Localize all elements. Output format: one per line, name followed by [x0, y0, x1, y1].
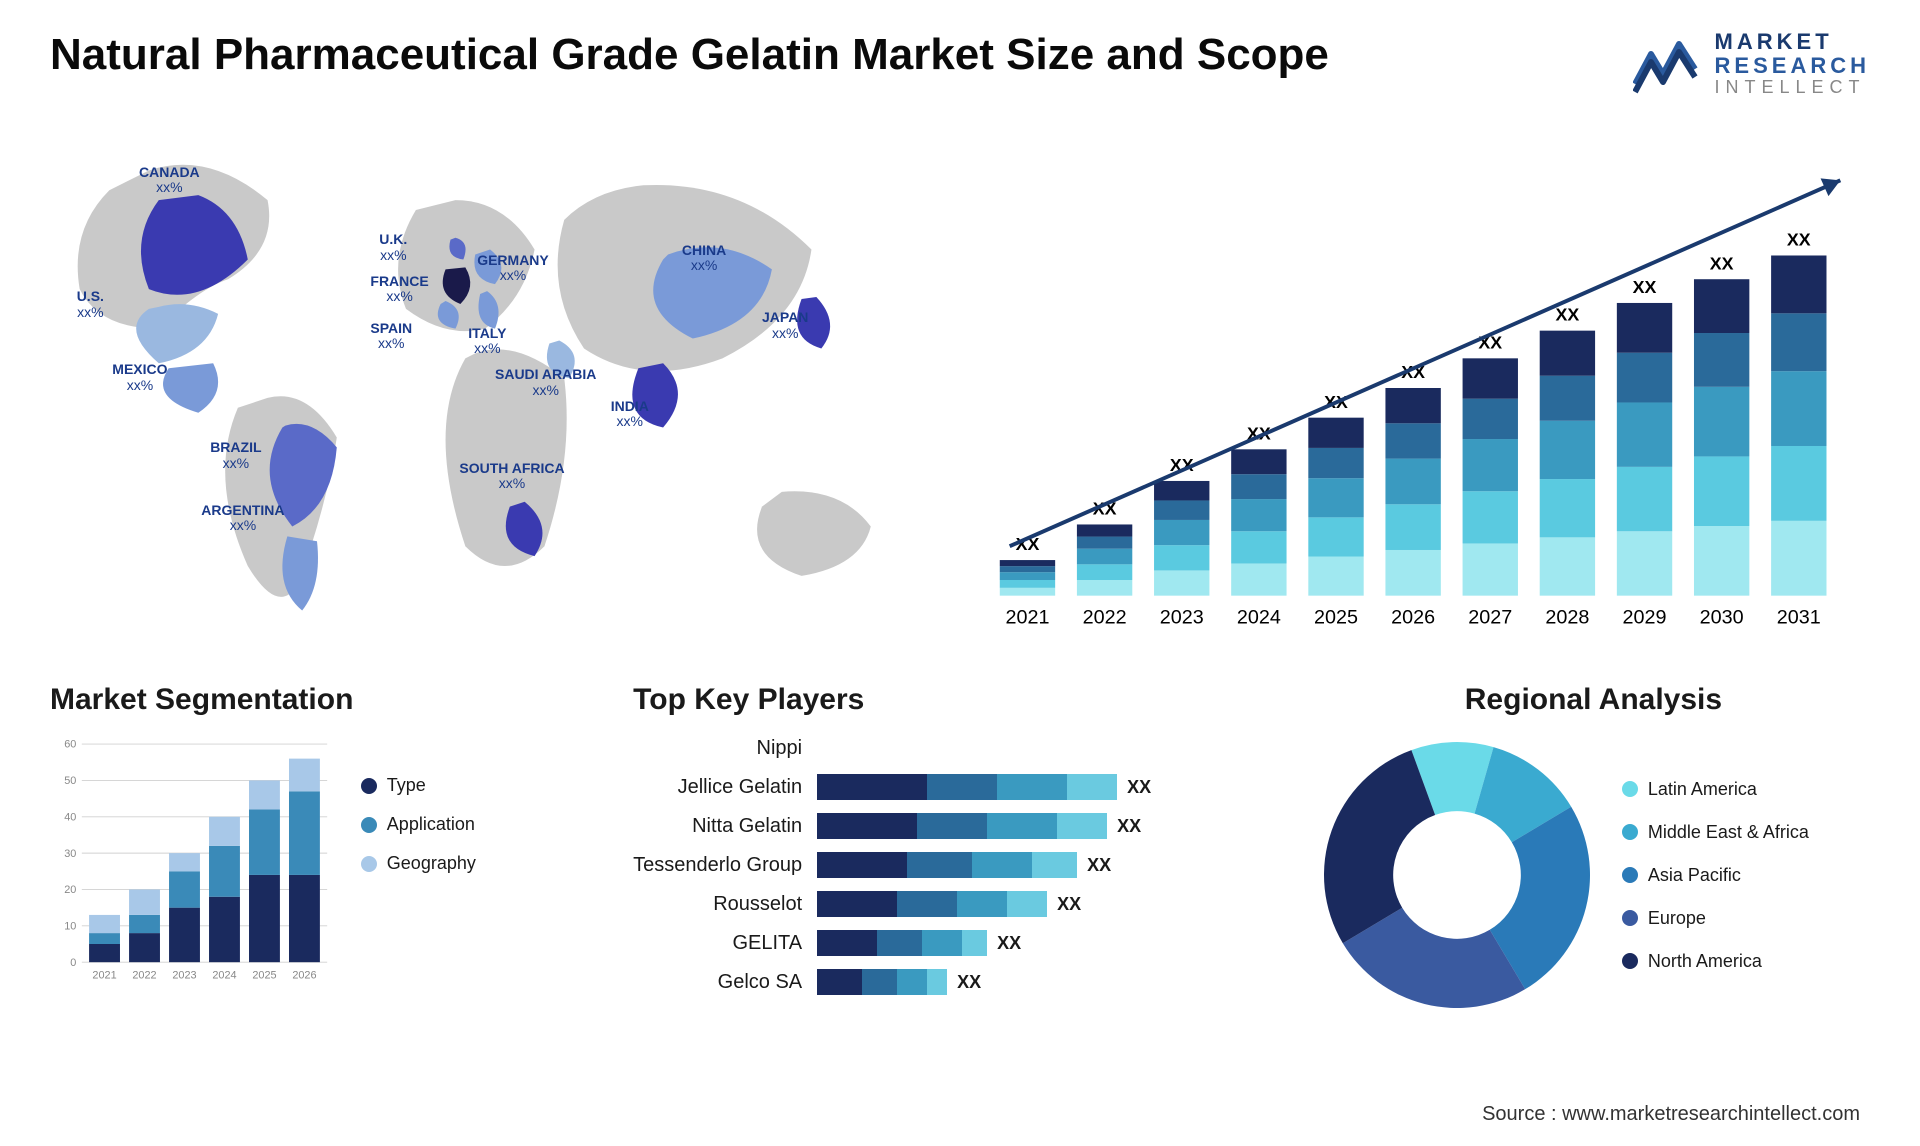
svg-text:2021: 2021 [92, 970, 116, 982]
page-title: Natural Pharmaceutical Grade Gelatin Mar… [50, 30, 1329, 80]
svg-text:2022: 2022 [132, 970, 156, 982]
map-label: BRAZILxx% [210, 440, 261, 471]
svg-text:2023: 2023 [172, 970, 196, 982]
bottom-row: Market Segmentation 0 10 20 30 40 50 60 2021 202… [50, 683, 1870, 1063]
legend-item: Geography [361, 853, 603, 874]
regional-legend: Latin America Middle East & Africa Asia Pa… [1622, 779, 1809, 972]
map-label: SAUDI ARABIAxx% [495, 367, 596, 398]
legend-item: North America [1622, 951, 1809, 972]
player-name: Tessenderlo Group [633, 852, 802, 878]
map-label: ITALYxx% [468, 326, 506, 357]
legend-item: Latin America [1622, 779, 1809, 800]
map-label: FRANCExx% [370, 274, 428, 305]
segmentation-panel: Market Segmentation 0 10 20 30 40 50 60 2021 202… [50, 683, 603, 1063]
player-bar-row: XX [817, 852, 1287, 878]
svg-text:0: 0 [70, 957, 76, 969]
map-label: CANADAxx% [139, 165, 200, 196]
top-row: CANADAxx% U.S.xx% MEXICOxx% BRAZILxx% ARGENT… [50, 128, 1870, 648]
players-title: Top Key Players [633, 683, 1287, 717]
legend-item: Europe [1622, 908, 1809, 929]
player-name: Nippi [633, 735, 802, 761]
map-label: ARGENTINAxx% [201, 503, 284, 534]
regional-donut [1317, 735, 1597, 1015]
svg-text:XX: XX [1787, 230, 1811, 250]
player-bar-row: XX [817, 930, 1287, 956]
svg-text:2025: 2025 [1314, 607, 1358, 629]
player-name: Jellice Gelatin [633, 774, 802, 800]
svg-text:2029: 2029 [1623, 607, 1667, 629]
players-panel: Top Key Players Nippi Jellice Gelatin Nitt… [633, 683, 1287, 1063]
segmentation-legend: Type Application Geography [361, 735, 603, 989]
map-label: GERMANYxx% [477, 253, 549, 284]
player-name: Rousselot [633, 891, 802, 917]
legend-item: Application [361, 814, 603, 835]
player-bar-row: XX [817, 774, 1287, 800]
map-label: SPAINxx% [370, 321, 412, 352]
world-map-panel: CANADAxx% U.S.xx% MEXICOxx% BRAZILxx% ARGENT… [50, 128, 940, 648]
players-names: Nippi Jellice Gelatin Nitta Gelatin Tessend… [633, 735, 802, 995]
legend-item: Asia Pacific [1622, 865, 1809, 886]
map-label: SOUTH AFRICAxx% [459, 461, 564, 492]
svg-text:40: 40 [64, 812, 76, 824]
svg-text:2023: 2023 [1160, 607, 1204, 629]
svg-text:XX: XX [1633, 277, 1657, 297]
map-label: U.K.xx% [379, 232, 407, 263]
player-bar-row: XX [817, 969, 1287, 995]
map-label: INDIAxx% [611, 399, 649, 430]
logo: MARKET RESEARCH INTELLECT [1633, 30, 1870, 98]
svg-text:2028: 2028 [1545, 607, 1589, 629]
player-bar-row: XX [817, 891, 1287, 917]
logo-line2: RESEARCH [1715, 54, 1870, 78]
svg-text:10: 10 [64, 921, 76, 933]
logo-icon [1633, 34, 1703, 94]
map-label: CHINAxx% [682, 243, 726, 274]
svg-text:XX: XX [1556, 305, 1580, 325]
main-bar-chart: XX2021XX2022XX2023XX2024XX2025XX2026XX20… [980, 128, 1870, 648]
logo-line1: MARKET [1715, 30, 1870, 54]
svg-text:50: 50 [64, 775, 76, 787]
logo-line3: INTELLECT [1715, 78, 1870, 98]
regional-title: Regional Analysis [1317, 683, 1870, 717]
svg-text:2027: 2027 [1468, 607, 1512, 629]
player-bar-row: XX [817, 813, 1287, 839]
svg-text:2024: 2024 [1237, 607, 1281, 629]
player-name: Gelco SA [633, 969, 802, 995]
svg-text:2025: 2025 [252, 970, 276, 982]
players-bars: XX XX XX XX XX XX [817, 735, 1287, 995]
map-label: JAPANxx% [762, 310, 808, 341]
svg-text:20: 20 [64, 884, 76, 896]
segmentation-chart: 0 10 20 30 40 50 60 2021 2022 2023 2024 2025 2026 [50, 735, 341, 989]
svg-text:2026: 2026 [292, 970, 316, 982]
svg-text:2022: 2022 [1083, 607, 1127, 629]
svg-text:30: 30 [64, 848, 76, 860]
map-label: U.S.xx% [77, 289, 104, 320]
player-name: Nitta Gelatin [633, 813, 802, 839]
header: Natural Pharmaceutical Grade Gelatin Mar… [50, 30, 1870, 98]
svg-text:2031: 2031 [1777, 607, 1821, 629]
player-name: GELITA [633, 930, 802, 956]
player-bar-row [817, 735, 1287, 761]
svg-text:60: 60 [64, 739, 76, 751]
svg-text:2030: 2030 [1700, 607, 1744, 629]
svg-text:2024: 2024 [212, 970, 236, 982]
source-text: Source : www.marketresearchintellect.com [1482, 1103, 1860, 1126]
regional-panel: Regional Analysis Latin America Middle Ea… [1317, 683, 1870, 1063]
svg-text:XX: XX [1710, 254, 1734, 274]
segmentation-title: Market Segmentation [50, 683, 603, 717]
legend-item: Type [361, 775, 603, 796]
map-label: MEXICOxx% [112, 362, 167, 393]
svg-text:2021: 2021 [1005, 607, 1049, 629]
legend-item: Middle East & Africa [1622, 822, 1809, 843]
svg-text:2026: 2026 [1391, 607, 1435, 629]
